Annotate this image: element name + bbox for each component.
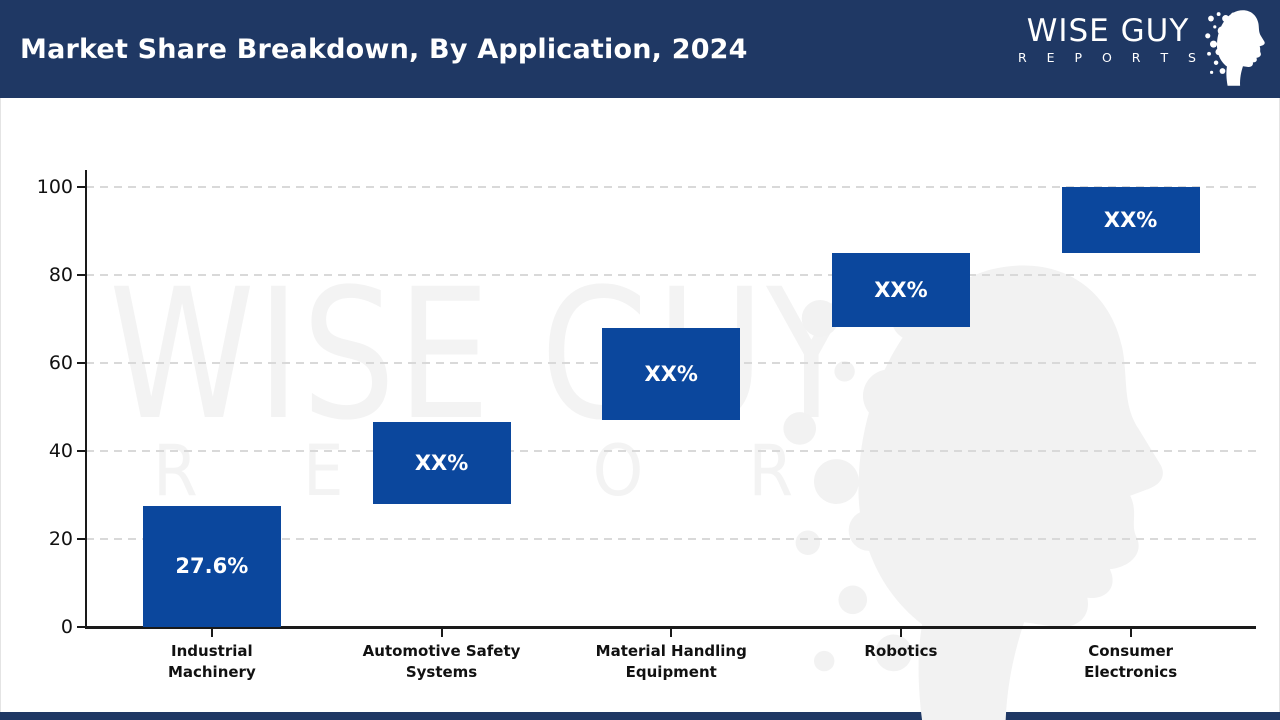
x-axis-tick-mark [440,629,443,637]
y-axis-line [85,170,87,629]
y-axis-tick-mark [77,274,86,276]
y-axis-tick-mark [77,538,86,540]
bar-value-label: XX% [1103,208,1158,232]
bar-automotive-safety-systems: XX% [372,421,511,504]
y-axis-tick-label: 100 [36,176,73,198]
chart-area: WISE GUY R E P O R T S 0 20 40 60 80 100 27.6%… [0,98,1280,720]
x-axis-category-label: Automotive Safety Systems [322,641,562,683]
brand-logo-subtext: R E P O R T S [1017,50,1204,66]
x-axis-category-label: Robotics [781,641,1021,662]
footer-bar [0,712,1280,720]
x-axis-line [86,626,1256,629]
wiseguy-face-icon [1205,10,1265,86]
x-axis-tick-mark [899,629,902,637]
bar-consumer-electronics: XX% [1061,187,1200,253]
category-label-line: Electronics [1084,663,1178,681]
y-axis-tick-mark [77,362,86,364]
brand-logo-wordmark: WISE GUY [1026,13,1190,49]
x-axis-tick-mark [210,629,213,637]
page-title: Market Share Breakdown, By Application, … [20,33,748,65]
bar-value-label: 27.6% [175,554,249,579]
y-axis-tick-label: 60 [48,352,73,374]
bar-robotics: XX% [831,253,970,327]
gridline [86,186,1256,188]
y-axis-tick-label: 80 [48,264,73,286]
gridline [86,450,1256,452]
category-label-line: Equipment [625,663,717,681]
x-axis-tick-mark [670,629,673,637]
category-label-line: Industrial [171,642,253,660]
y-axis-tick-label: 0 [60,616,73,638]
category-label-line: Systems [405,663,478,681]
y-axis-tick-label: 40 [48,440,73,462]
y-axis-tick-mark [77,626,86,628]
y-axis-tick-label: 20 [48,528,73,550]
bar-value-label: XX% [644,361,698,386]
bar-material-handling-equipment: XX% [602,327,741,421]
bar-value-label: XX% [874,277,928,302]
brand-logo: WISE GUY R E P O R T S [1012,14,1204,65]
x-axis-category-label: Material Handling Equipment [551,641,791,683]
category-label-line: Material Handling [595,642,747,660]
watermark-wordmark: WISE GUY [109,251,859,460]
bar-industrial-machinery: 27.6% [142,505,281,627]
x-axis-category-label: Industrial Machinery [92,641,332,683]
category-label-line: Automotive Safety [362,642,521,660]
y-axis-tick-mark [77,450,86,452]
y-axis-tick-mark [77,186,86,188]
gridline [86,274,1256,276]
bar-value-label: XX% [414,450,469,475]
x-axis-category-label: Consumer Electronics [1011,641,1251,683]
category-label-line: Consumer [1088,642,1174,660]
category-label-line: Robotics [864,642,938,660]
category-label-line: Machinery [167,663,256,681]
gridline [86,538,1256,540]
header-bar: Market Share Breakdown, By Application, … [0,0,1280,98]
x-axis-tick-mark [1129,629,1132,637]
